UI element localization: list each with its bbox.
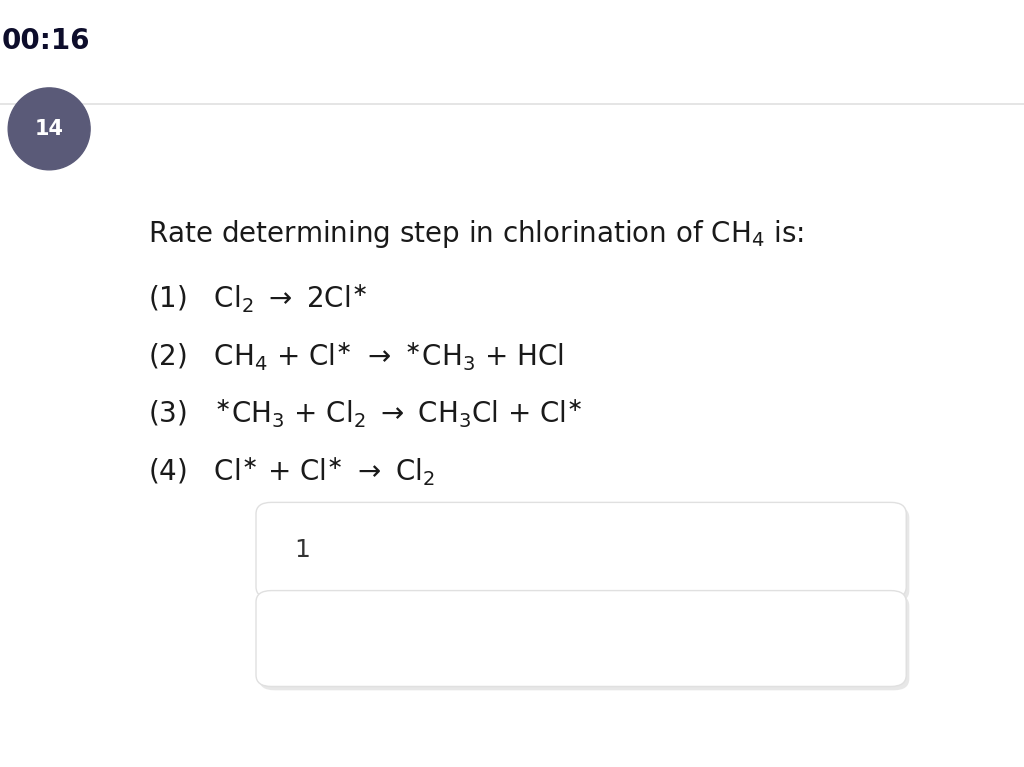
- Text: 1: 1: [294, 538, 310, 562]
- Ellipse shape: [8, 88, 90, 170]
- Text: (3)   $^{\ast}$CH$_3$ + Cl$_2$ $\rightarrow$ CH$_3$Cl + Cl$^{\ast}$: (3) $^{\ast}$CH$_3$ + Cl$_2$ $\rightarro…: [148, 398, 584, 430]
- FancyBboxPatch shape: [256, 591, 906, 686]
- Text: Rate determining step in chlorination of CH$_4$ is:: Rate determining step in chlorination of…: [148, 218, 804, 250]
- FancyBboxPatch shape: [259, 594, 909, 690]
- Text: (2)   CH$_4$ + Cl$^{\ast}$ $\rightarrow$ $^{\ast}$CH$_3$ + HCl: (2) CH$_4$ + Cl$^{\ast}$ $\rightarrow$ $…: [148, 341, 564, 373]
- Text: (4)   Cl$^{\ast}$ + Cl$^{\ast}$ $\rightarrow$ Cl$_2$: (4) Cl$^{\ast}$ + Cl$^{\ast}$ $\rightarr…: [148, 456, 435, 488]
- Text: 14: 14: [35, 119, 63, 139]
- Text: 00:16: 00:16: [2, 27, 90, 55]
- Text: (1)   Cl$_2$ $\rightarrow$ 2Cl$^{\ast}$: (1) Cl$_2$ $\rightarrow$ 2Cl$^{\ast}$: [148, 283, 368, 315]
- FancyBboxPatch shape: [256, 502, 906, 598]
- FancyBboxPatch shape: [259, 506, 909, 602]
